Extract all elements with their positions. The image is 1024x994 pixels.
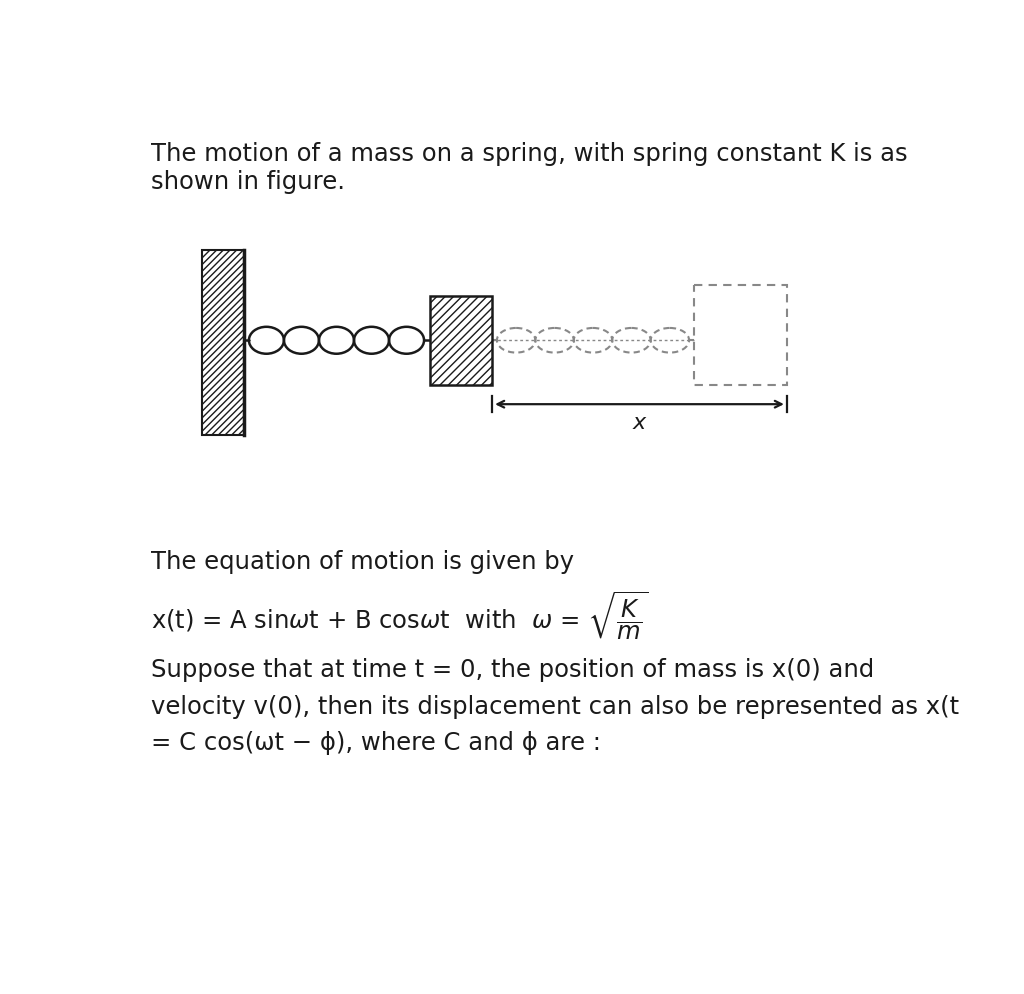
Bar: [202, 250, 245, 435]
Text: The motion of a mass on a spring, with spring constant K is as
shown in figure.: The motion of a mass on a spring, with s…: [152, 142, 908, 194]
Bar: [693, 285, 786, 385]
Text: Suppose that at time t = 0, the position of mass is x(0) and
velocity v(0), then: Suppose that at time t = 0, the position…: [152, 658, 959, 755]
Text: The equation of motion is given by: The equation of motion is given by: [152, 551, 574, 575]
Bar: [430, 296, 493, 385]
Text: x(t) = A sin$\omega$t + B cos$\omega$t  with  $\omega$ = $\sqrt{\dfrac{K}{m}}$: x(t) = A sin$\omega$t + B cos$\omega$t w…: [152, 589, 648, 641]
Text: x: x: [633, 414, 646, 433]
